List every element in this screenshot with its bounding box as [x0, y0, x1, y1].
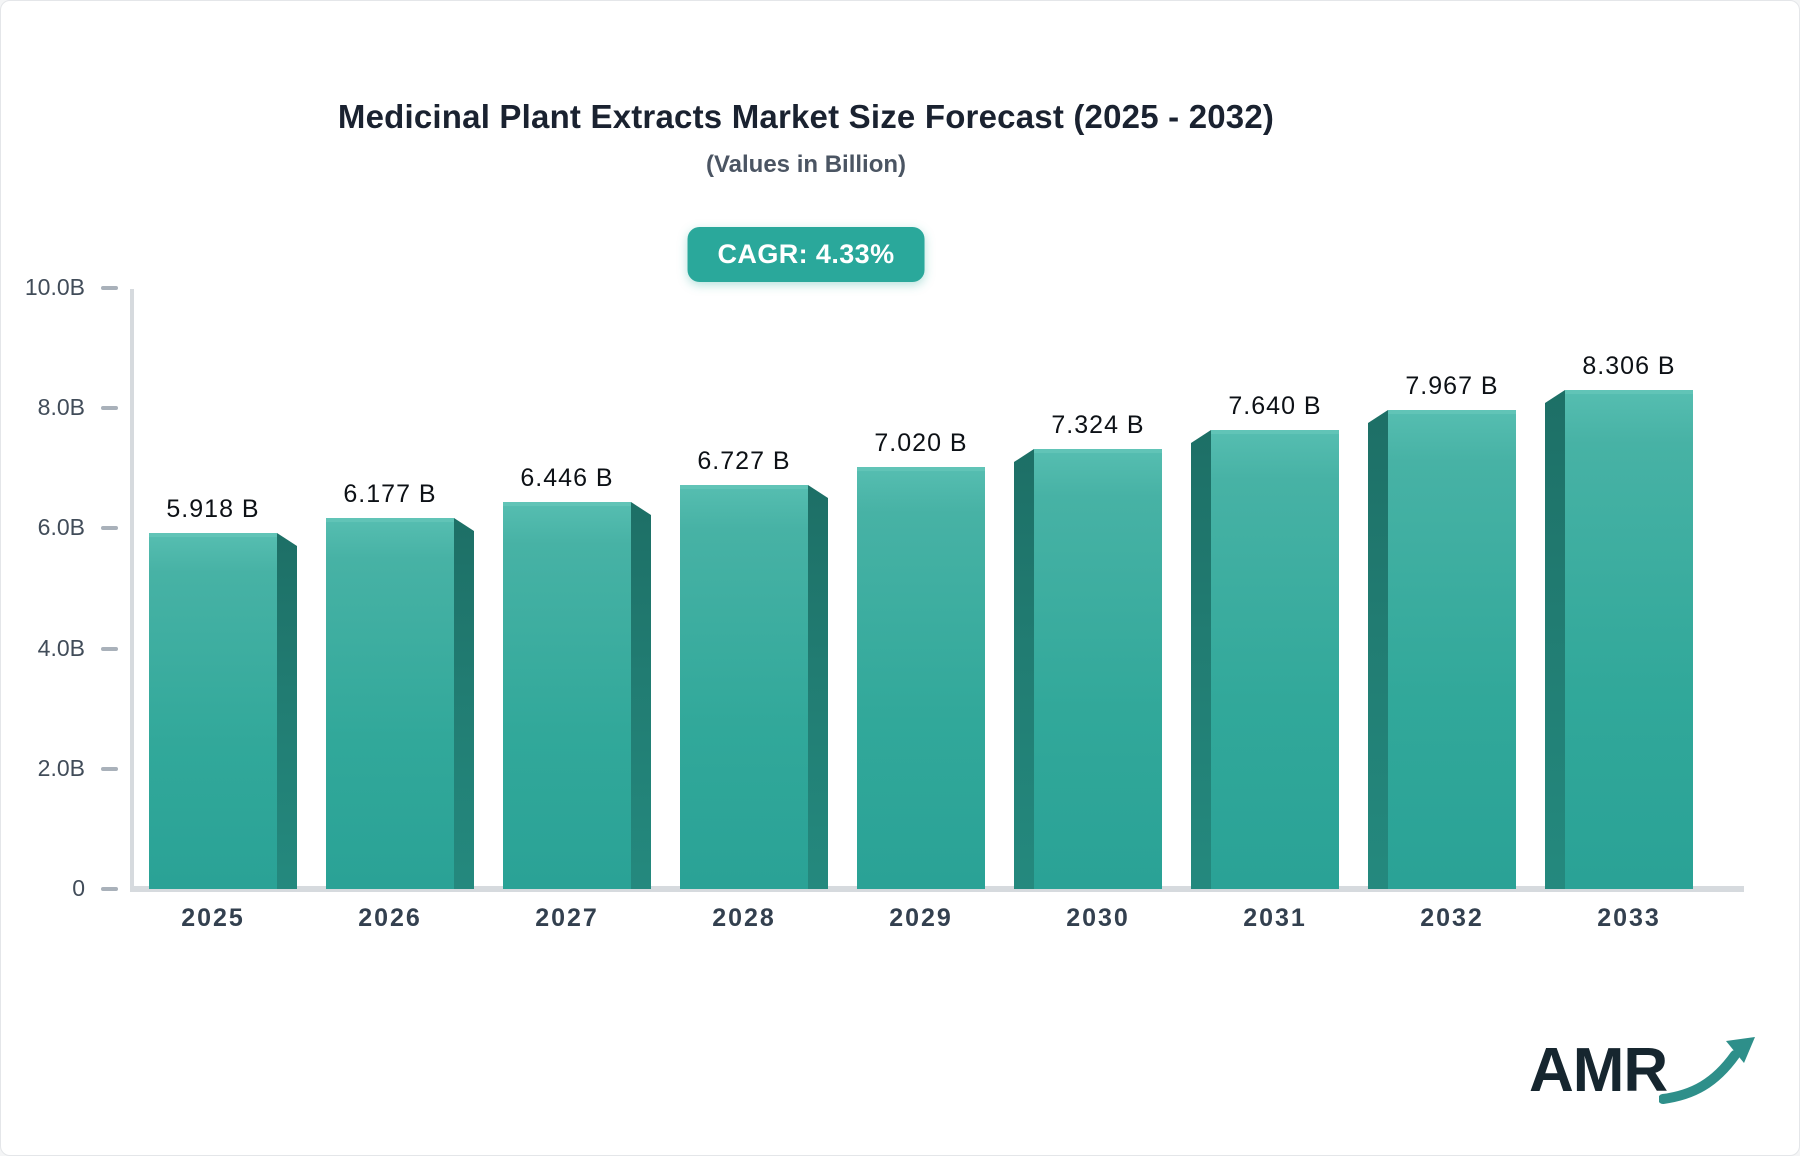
x-axis-label-2027: 2027 — [535, 904, 599, 932]
bar-side-2025 — [277, 533, 297, 889]
y-tick-mark-6.0B — [101, 526, 118, 531]
bar-2027 — [503, 502, 631, 889]
bar-side-2032 — [1368, 410, 1388, 889]
y-tick-label-2.0B: 2.0B — [37, 754, 85, 781]
bar-value-label-2033: 8.306 B — [1582, 352, 1676, 380]
x-axis-label-2028: 2028 — [712, 904, 776, 932]
bar-side-2026 — [454, 518, 474, 889]
bar-value-label-2029: 7.020 B — [874, 429, 968, 457]
cagr-badge: CAGR: 4.33% — [687, 227, 925, 282]
bar-side-2031 — [1191, 430, 1211, 889]
y-tick-mark-4.0B — [101, 646, 118, 651]
x-axis-baseline — [130, 886, 1744, 892]
bar-2033 — [1565, 390, 1693, 889]
bar-2025 — [149, 533, 277, 889]
amr-logo-arrow-icon — [1659, 1037, 1756, 1104]
bar-2028 — [680, 485, 808, 889]
y-tick-mark-10.0B — [101, 286, 118, 290]
bar-2032 — [1388, 410, 1516, 889]
y-tick-label-4.0B: 4.0B — [37, 634, 85, 661]
bar-2026 — [326, 518, 454, 889]
y-tick-label-8.0B: 8.0B — [37, 394, 85, 421]
x-axis-label-2025: 2025 — [181, 904, 245, 932]
y-tick-label-10.0B: 10.0B — [24, 274, 85, 300]
bar-value-label-2028: 6.727 B — [697, 447, 791, 475]
amr-logo-text: AMR — [1529, 1036, 1668, 1105]
chart-subtitle: (Values in Billion) — [705, 151, 907, 178]
bar-value-label-2030: 7.324 B — [1051, 411, 1145, 439]
x-axis-label-2026: 2026 — [358, 904, 422, 932]
y-axis-line — [130, 289, 134, 890]
bar-value-label-2026: 6.177 B — [343, 480, 437, 508]
y-tick-mark-2.0B — [101, 766, 118, 771]
y-tick-label-6.0B: 6.0B — [37, 514, 85, 541]
bar-value-label-2025: 5.918 B — [166, 495, 260, 523]
bar-side-2033 — [1545, 390, 1565, 889]
bar-2030 — [1034, 449, 1162, 889]
y-tick-mark-8.0B — [101, 406, 118, 411]
x-axis-label-2032: 2032 — [1420, 904, 1484, 932]
x-axis-label-2029: 2029 — [889, 904, 953, 932]
y-tick-mark-0 — [101, 887, 118, 891]
y-tick-label-0: 0 — [72, 875, 85, 901]
amr-logo: AMR — [1529, 1031, 1759, 1111]
bar-value-label-2032: 7.967 B — [1405, 372, 1499, 400]
bar-2031 — [1211, 430, 1339, 889]
bar-side-2027 — [631, 502, 651, 889]
bar-value-label-2027: 6.446 B — [520, 464, 614, 492]
bar-side-2030 — [1014, 449, 1034, 889]
bar-2029 — [857, 467, 985, 889]
x-axis-label-2033: 2033 — [1597, 904, 1661, 932]
x-axis-label-2031: 2031 — [1243, 904, 1307, 932]
x-axis-label-2030: 2030 — [1066, 904, 1130, 932]
chart-title: Medicinal Plant Extracts Market Size For… — [337, 98, 1275, 135]
bar-side-2028 — [808, 485, 828, 889]
bar-value-label-2031: 7.640 B — [1228, 392, 1322, 420]
